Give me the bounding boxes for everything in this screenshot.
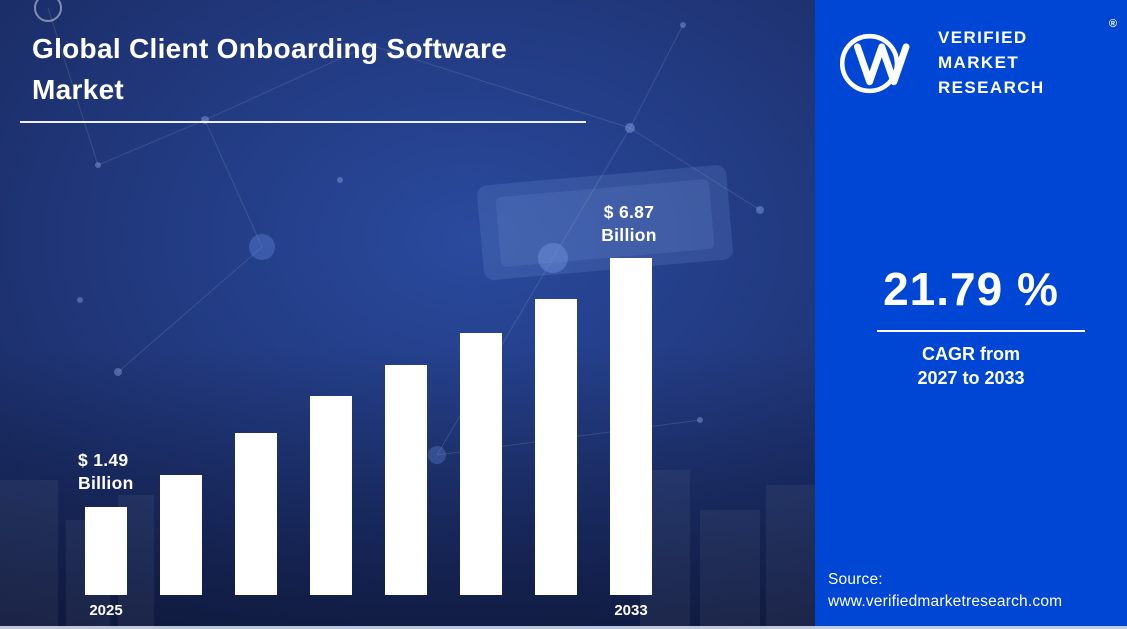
bar-column-5 — [385, 365, 427, 595]
last-bar-value-label: $ 6.87 Billion — [584, 201, 674, 247]
bar-column-7 — [535, 299, 577, 595]
cagr-caption-line1: CAGR from — [922, 344, 1020, 364]
last-bar-value: $ 6.87 — [603, 202, 655, 222]
cagr-caption-line2: 2027 to 2033 — [917, 368, 1025, 388]
bar — [535, 299, 577, 595]
bar — [85, 507, 127, 595]
stats-panel: VERIFIED MARKET RESEARCH ® 21.79 % CAGR … — [815, 0, 1127, 629]
stat-underline — [877, 330, 1085, 332]
source-url: www.verifiedmarketresearch.com — [828, 593, 1063, 610]
bar-column-2 — [160, 475, 202, 595]
logo-line-research: RESEARCH — [938, 77, 1045, 97]
bar — [460, 333, 502, 595]
registered-trademark: ® — [1108, 18, 1117, 30]
last-bar-unit: Billion — [601, 225, 657, 245]
logo-line-verified: VERIFIED — [938, 27, 1028, 47]
first-bar-unit: Billion — [78, 473, 134, 493]
chart-panel: Global Client Onboarding Software Market… — [0, 0, 815, 629]
bar — [610, 258, 652, 595]
bar-column-3 — [235, 433, 277, 595]
bar — [310, 396, 352, 595]
bar-column-1: 2025 — [85, 507, 127, 619]
x-axis-label: 2033 — [614, 602, 648, 619]
bar-chart: 2025 2033 — [85, 258, 652, 619]
network-decoration — [0, 0, 815, 629]
page-title: Global Client Onboarding Software Market — [32, 28, 507, 110]
bar-column-8: 2033 — [610, 258, 652, 619]
first-bar-value-label: $ 1.49 Billion — [78, 449, 134, 495]
cagr-value: 21.79 % — [883, 263, 1059, 315]
bar-column-4 — [310, 396, 352, 595]
bottom-edge — [0, 626, 1127, 629]
bar — [385, 365, 427, 595]
vmr-monogram-icon — [839, 33, 910, 94]
page-title-line2: Market — [32, 74, 125, 105]
source-label: Source: — [828, 571, 883, 588]
first-bar-value: $ 1.49 — [78, 450, 129, 470]
logo-line-market: MARKET — [938, 52, 1020, 72]
vmr-logo-text: VERIFIED MARKET RESEARCH — [938, 25, 1045, 100]
bar-column-6 — [460, 333, 502, 595]
bar — [160, 475, 202, 595]
source-block: Source: www.verifiedmarketresearch.com — [828, 569, 1121, 613]
x-axis-label: 2025 — [89, 602, 123, 619]
bar — [235, 433, 277, 595]
vmr-logo: VERIFIED MARKET RESEARCH ® — [839, 16, 1119, 108]
cagr-caption: CAGR from 2027 to 2033 — [815, 342, 1127, 390]
page-title-line1: Global Client Onboarding Software — [32, 33, 508, 64]
title-underline — [20, 121, 586, 123]
